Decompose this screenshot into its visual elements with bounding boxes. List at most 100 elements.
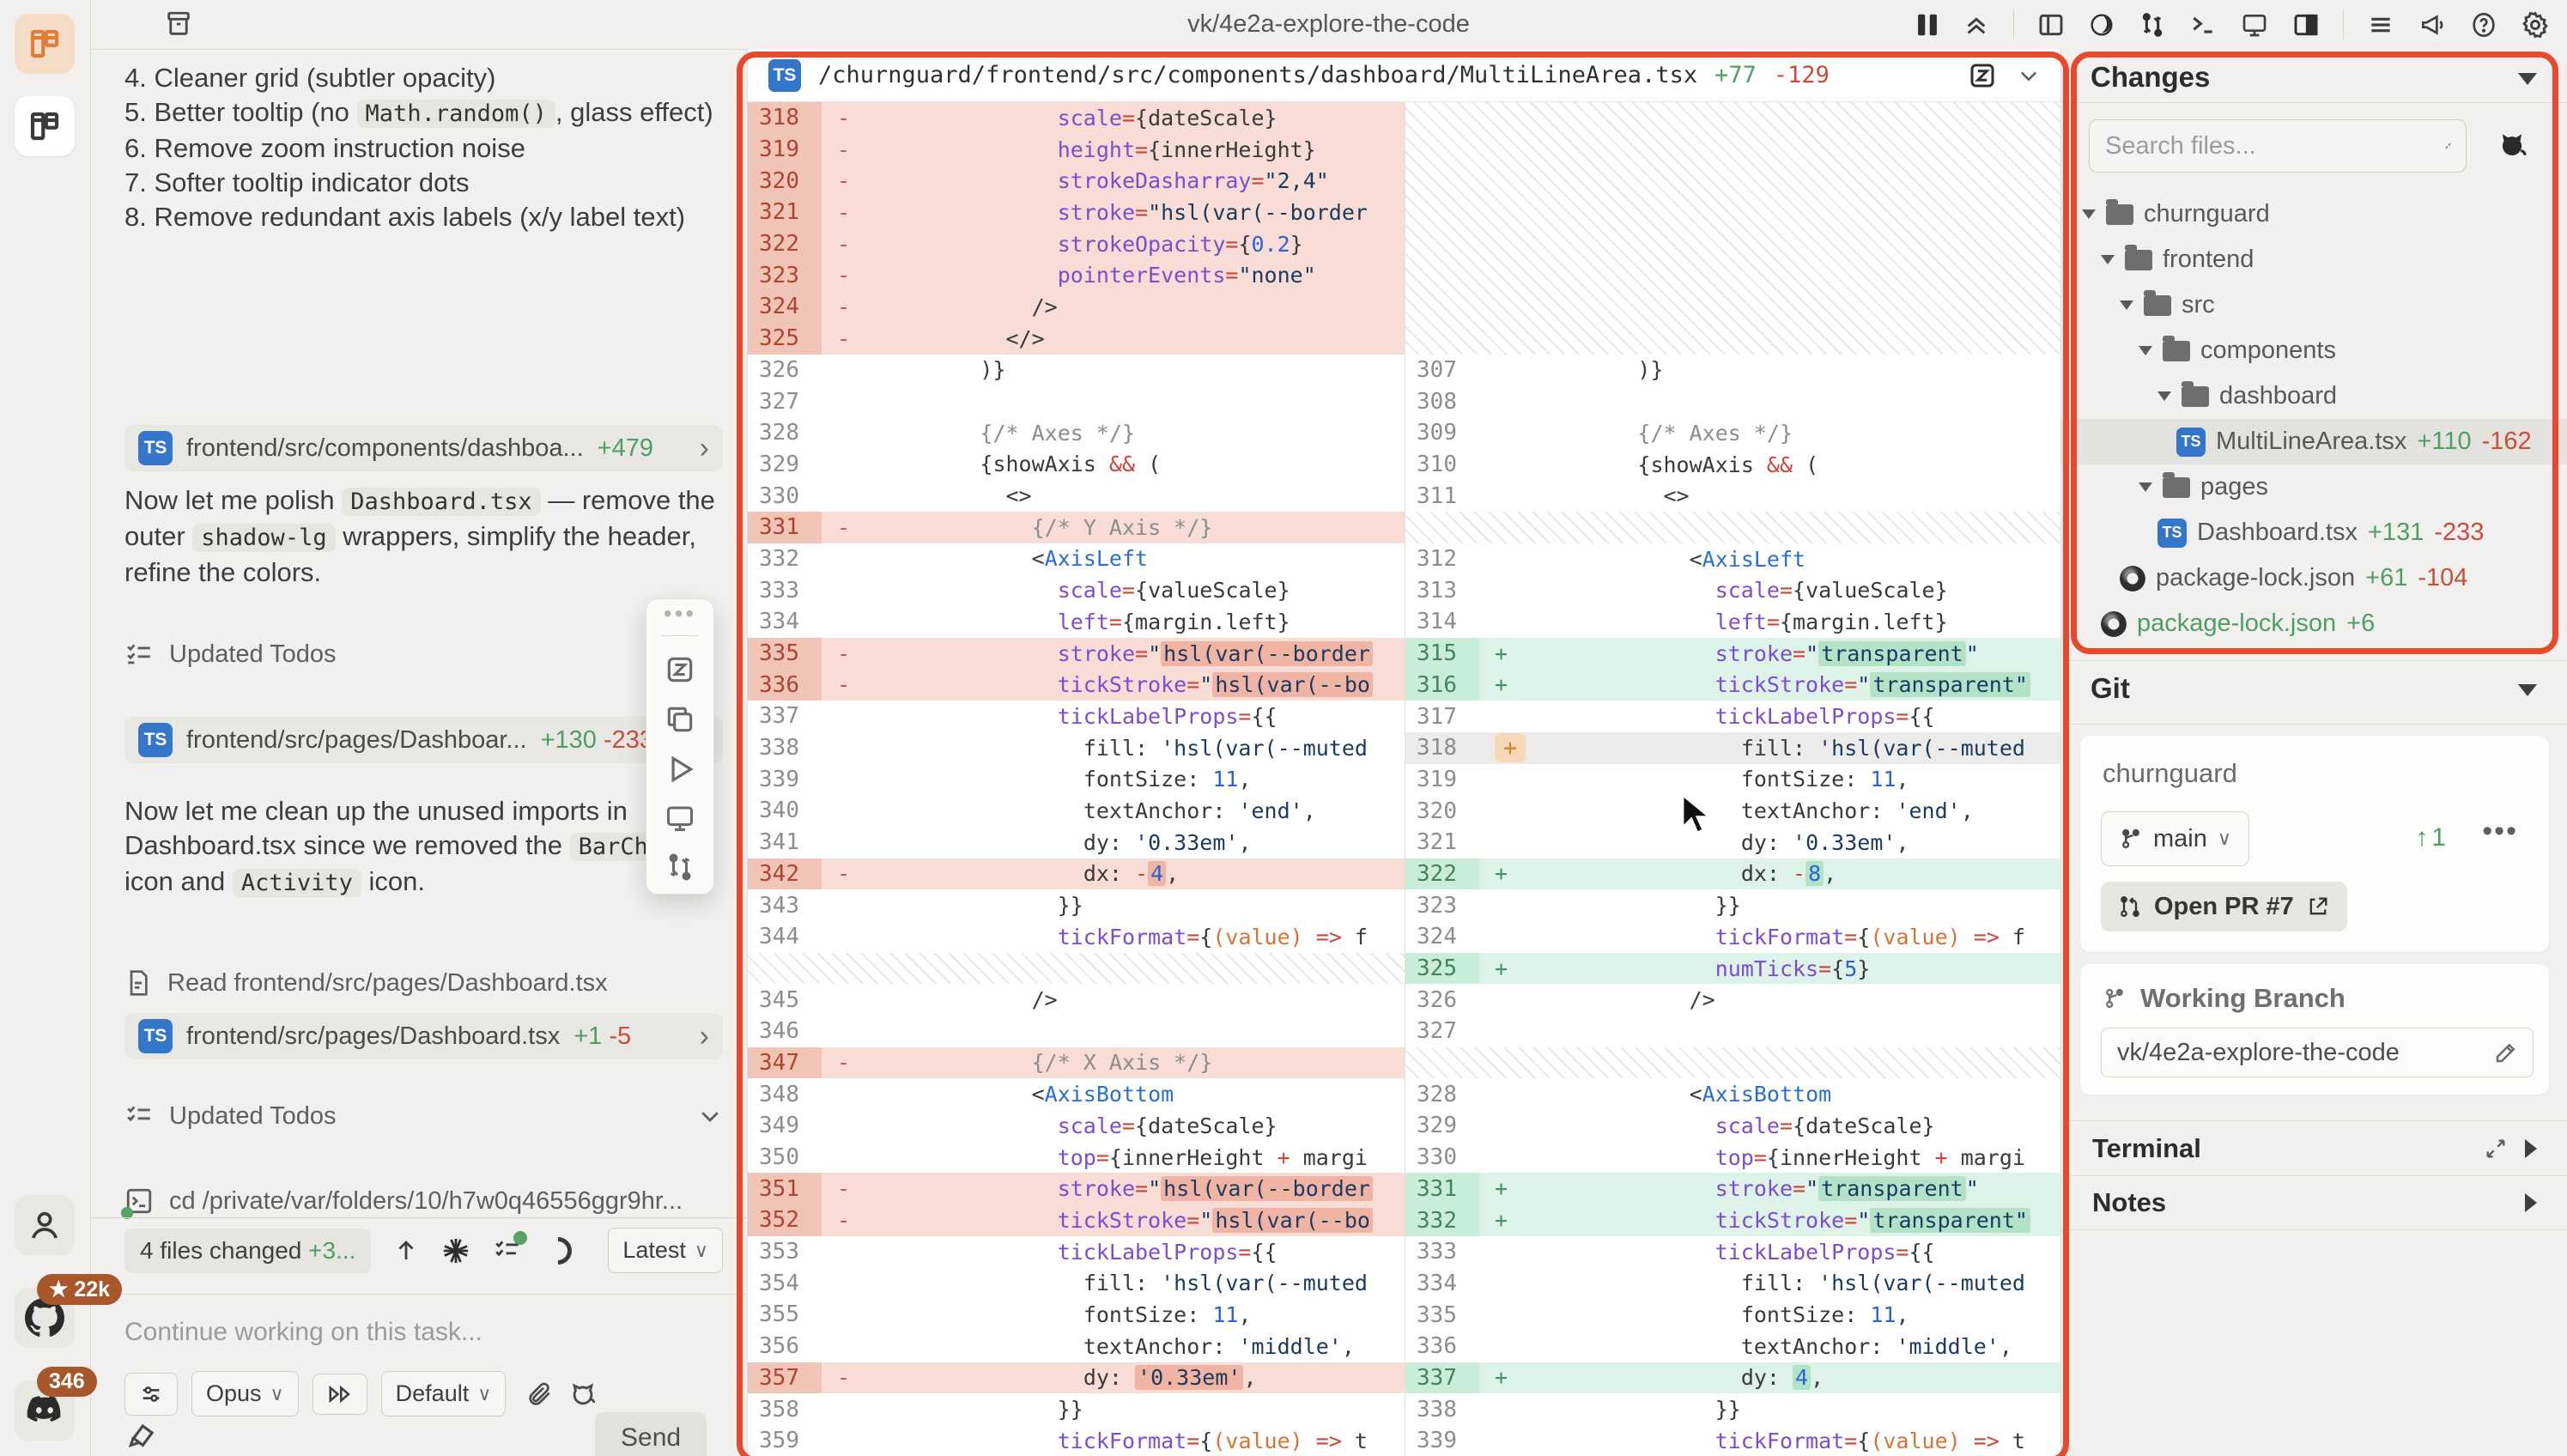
files-changed-chip[interactable]: 4 files changed +3... <box>124 1228 372 1273</box>
line-number: 320 <box>1417 798 1457 824</box>
burst-icon[interactable] <box>441 1236 470 1265</box>
line-number: 325 <box>748 322 822 355</box>
account-button[interactable] <box>15 1195 75 1255</box>
menu-icon[interactable] <box>2367 11 2394 39</box>
settings-sliders-button[interactable] <box>124 1372 178 1416</box>
terminal-command-row[interactable]: cd /private/var/folders/10/h7w0q46556ggr… <box>121 1186 723 1219</box>
code-line: top={innerHeight + margi <box>1057 1144 1368 1170</box>
git-compare-icon[interactable] <box>665 851 695 883</box>
screen-icon[interactable] <box>664 803 696 834</box>
megaphone-icon[interactable] <box>2418 11 2447 39</box>
expanded-triangle-icon[interactable] <box>2157 391 2171 401</box>
updated-todos-row[interactable]: Updated Todos <box>124 640 723 669</box>
terminal-icon[interactable] <box>2189 11 2217 39</box>
send-button[interactable]: Send <box>595 1412 707 1456</box>
open-pr-button[interactable]: Open PR #7 <box>2101 882 2347 931</box>
attach-icon[interactable] <box>526 1380 554 1409</box>
updated-todos-row[interactable]: Updated Todos <box>124 1101 723 1131</box>
zed-edit-icon[interactable] <box>664 653 696 686</box>
latest-dropdown[interactable]: Latest ∨ <box>608 1228 723 1273</box>
model-dropdown[interactable]: Opus ∨ <box>191 1371 299 1417</box>
branch-selector[interactable]: main ∨ <box>2101 811 2249 866</box>
tree-item-package-lock-json[interactable]: package-lock.json +6 <box>2061 601 2567 646</box>
screen-share-icon[interactable] <box>2240 11 2269 39</box>
file-card-components-dashboard[interactable]: TS frontend/src/components/dashboa... +4… <box>124 425 723 471</box>
play-icon[interactable] <box>664 753 696 786</box>
mode-dropdown[interactable]: Default ∨ <box>380 1371 507 1417</box>
line-number: 349 <box>759 1113 799 1139</box>
inline-code: Activity <box>232 869 361 897</box>
tree-item-package-lock-json[interactable]: package-lock.json +61 -104 <box>2061 555 2567 601</box>
pencil-icon[interactable] <box>2493 1040 2519 1065</box>
notes-section[interactable]: Notes <box>2061 1175 2567 1230</box>
diff-row: 331- {/* Y Axis */} <box>748 511 1405 543</box>
collapse-all-icon[interactable] <box>1963 11 1990 39</box>
line-number: 316 <box>1405 669 1479 701</box>
tree-item-frontend[interactable]: frontend <box>2061 237 2567 282</box>
tree-item-pages[interactable]: pages <box>2061 464 2567 510</box>
discord-button[interactable]: 346 <box>15 1367 97 1441</box>
tree-item-churnguard[interactable]: churnguard <box>2061 191 2567 237</box>
message-input[interactable]: Continue working on this task... <box>124 1318 482 1346</box>
search-input[interactable] <box>2090 131 2444 161</box>
expanded-triangle-icon[interactable] <box>2082 209 2096 219</box>
more-options-icon[interactable]: ••• <box>663 600 697 627</box>
pause-icon[interactable] <box>1915 12 1939 38</box>
settings-icon[interactable] <box>2521 10 2550 39</box>
collapse-tree-icon[interactable] <box>2444 134 2452 158</box>
panel-left-icon[interactable] <box>2037 11 2065 39</box>
kanban-icon <box>30 29 59 58</box>
todos-status-icon[interactable] <box>493 1230 528 1265</box>
ahead-count[interactable]: ↑ 1 <box>2415 823 2446 852</box>
expanded-triangle-icon[interactable] <box>2101 255 2115 264</box>
fast-forward-button[interactable] <box>312 1373 367 1415</box>
git-compare-icon[interactable] <box>2139 11 2166 39</box>
highlighter-icon[interactable] <box>124 1421 159 1453</box>
expanded-triangle-icon[interactable] <box>2120 300 2133 310</box>
panel-right-icon[interactable] <box>2292 11 2320 39</box>
terminal-section[interactable]: Terminal <box>2061 1120 2567 1175</box>
read-file-row[interactable]: Read frontend/src/pages/Dashboard.tsx <box>124 968 723 998</box>
cat-icon[interactable] <box>2495 129 2529 161</box>
expand-notes-icon[interactable] <box>2525 1193 2537 1212</box>
tree-item-src[interactable]: src <box>2061 282 2567 328</box>
working-branch-input[interactable] <box>2115 1037 2493 1068</box>
file-search[interactable] <box>2089 119 2467 173</box>
file-card-pages-dashboard2[interactable]: TS frontend/src/pages/Dashboard.tsx +1 -… <box>124 1013 723 1059</box>
copy-icon[interactable] <box>664 703 696 736</box>
expand-terminal-icon[interactable] <box>2525 1138 2537 1158</box>
expanded-triangle-icon[interactable] <box>2139 346 2152 355</box>
collapse-changes-icon[interactable] <box>2518 73 2537 85</box>
cat-icon[interactable] <box>567 1380 598 1409</box>
chevron-down-icon[interactable] <box>2017 64 2041 88</box>
chevron-right-icon[interactable]: › <box>699 431 709 464</box>
scroll-up-icon[interactable] <box>393 1237 419 1265</box>
file-card-pages-dashboard[interactable]: TS frontend/src/pages/Dashboar... +130 -… <box>124 717 723 763</box>
fast-forward-icon <box>329 1385 350 1403</box>
add-comment-button[interactable]: + <box>1495 733 1526 763</box>
expanded-triangle-icon[interactable] <box>2139 482 2152 492</box>
line-number: 353 <box>759 1239 799 1265</box>
tree-item-components[interactable]: components <box>2061 328 2567 373</box>
zed-review-icon[interactable] <box>1967 60 1998 91</box>
package-json-icon <box>2120 565 2145 592</box>
collapse-git-icon[interactable] <box>2518 684 2537 696</box>
assistant-icon[interactable] <box>2088 11 2115 39</box>
diff-row: 347- {/* X Axis */} <box>748 1046 1405 1079</box>
github-button[interactable]: ★ 22k <box>15 1274 123 1348</box>
repo-more-options[interactable]: ••• <box>2482 815 2518 847</box>
chevron-right-icon[interactable]: › <box>699 1019 709 1053</box>
expand-icon[interactable] <box>2484 1137 2508 1161</box>
project-icon[interactable] <box>164 9 193 39</box>
tree-item-multilinearea-tsx[interactable]: TS MultiLineArea.tsx +110 -162 <box>2061 419 2567 464</box>
code-line: left={margin.left} <box>1057 609 1290 634</box>
working-branch-field[interactable] <box>2101 1028 2534 1077</box>
help-icon[interactable] <box>2470 11 2497 39</box>
workspace-tab-active[interactable] <box>15 14 75 74</box>
tree-item-dashboard[interactable]: dashboard <box>2061 373 2567 419</box>
diff-marker: - <box>837 1207 851 1233</box>
tree-item-dashboard-tsx[interactable]: TS Dashboard.tsx +131 -233 <box>2061 510 2567 555</box>
line-number: 340 <box>759 798 799 824</box>
chevron-down-icon[interactable] <box>697 1103 723 1129</box>
workspace-tab[interactable] <box>15 96 75 156</box>
